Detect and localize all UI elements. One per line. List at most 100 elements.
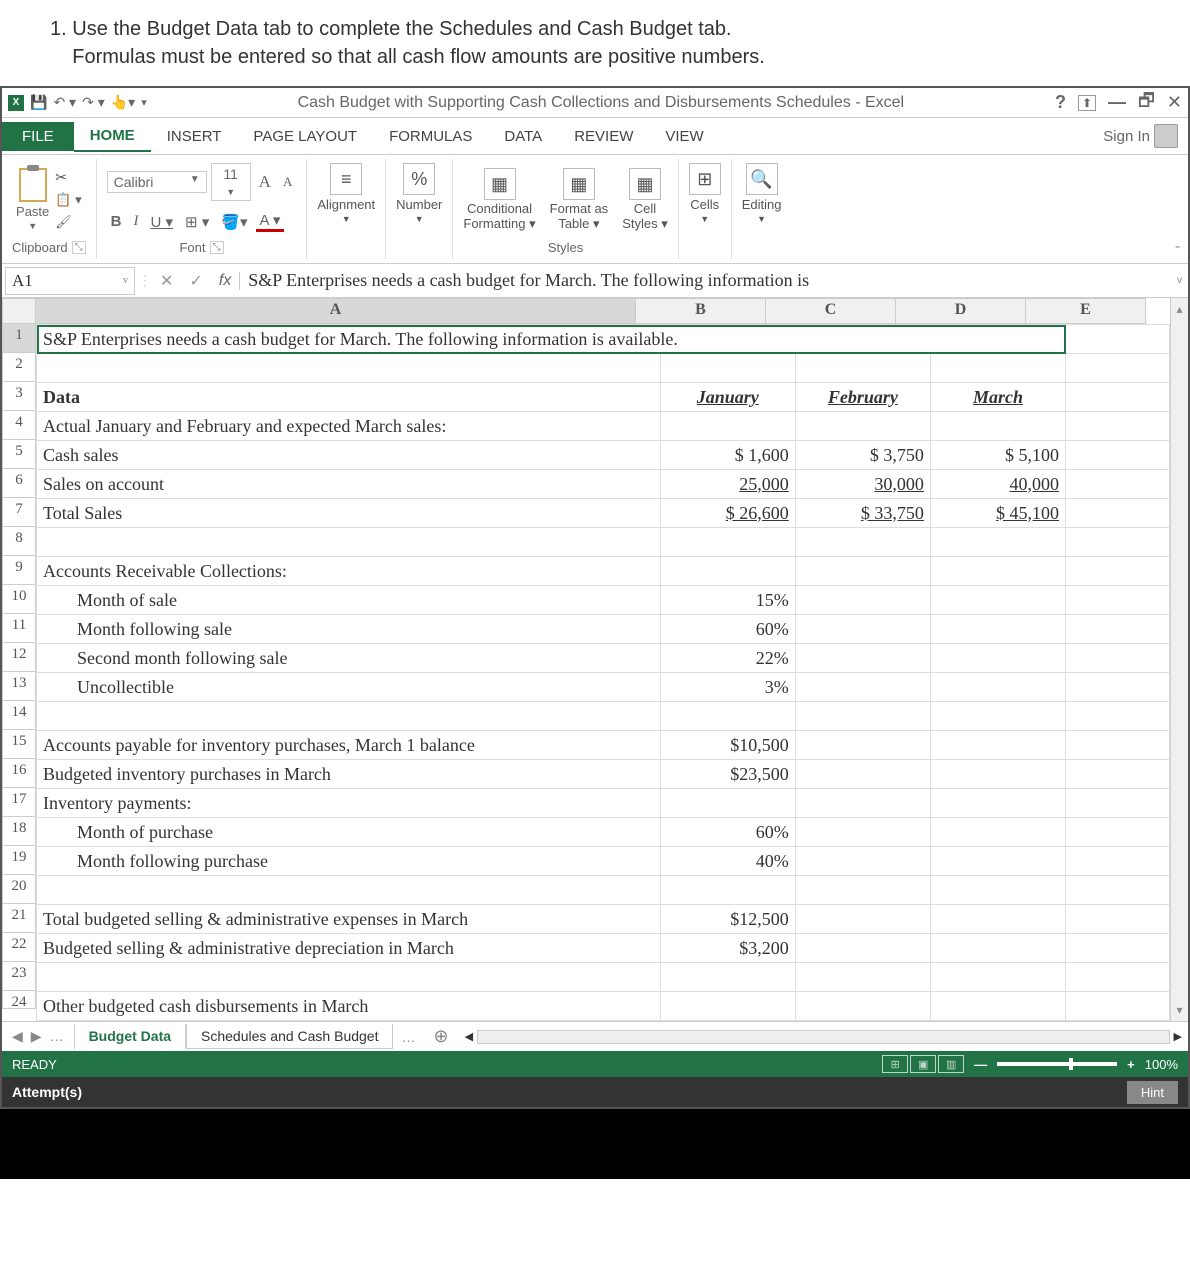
row-header[interactable]: 19 <box>2 846 36 875</box>
cell[interactable] <box>795 615 930 644</box>
cell[interactable] <box>795 354 930 383</box>
cell[interactable]: 60% <box>660 818 795 847</box>
cell[interactable] <box>930 354 1065 383</box>
cell[interactable] <box>1066 702 1170 731</box>
cell[interactable]: Month of sale <box>37 586 661 615</box>
cell[interactable] <box>930 847 1065 876</box>
cell[interactable]: 60% <box>660 615 795 644</box>
cells-grid[interactable]: S&P Enterprises needs a cash budget for … <box>36 324 1170 1021</box>
close-icon[interactable]: ✕ <box>1167 92 1182 113</box>
sign-in[interactable]: Sign In <box>1093 118 1188 154</box>
cell[interactable] <box>660 412 795 441</box>
cancel-formula-icon[interactable]: ✕ <box>152 271 181 291</box>
cell[interactable] <box>795 644 930 673</box>
col-header-B[interactable]: B <box>636 298 766 324</box>
tab-data[interactable]: DATA <box>488 122 558 151</box>
cell[interactable] <box>795 934 930 963</box>
cell[interactable]: Actual January and February and expected… <box>37 412 661 441</box>
enter-formula-icon[interactable]: ✓ <box>181 271 210 291</box>
cell[interactable] <box>1066 528 1170 557</box>
row-header[interactable]: 14 <box>2 701 36 730</box>
sheet-tab-schedules[interactable]: Schedules and Cash Budget <box>186 1024 393 1049</box>
cell[interactable] <box>930 528 1065 557</box>
view-normal-icon[interactable]: ⊞ <box>882 1055 908 1073</box>
cell[interactable]: Inventory payments: <box>37 789 661 818</box>
tab-file[interactable]: FILE <box>2 122 74 151</box>
scroll-down-icon[interactable]: ▾ <box>1176 1003 1182 1017</box>
cell[interactable] <box>1066 992 1170 1021</box>
cut-icon[interactable] <box>55 169 81 186</box>
add-sheet-icon[interactable]: ⊕ <box>423 1026 458 1047</box>
cell[interactable]: Month of purchase <box>37 818 661 847</box>
help-icon[interactable]: ? <box>1055 92 1066 113</box>
cell[interactable] <box>930 644 1065 673</box>
scroll-left-icon[interactable]: ◀ <box>465 1030 473 1043</box>
tab-view[interactable]: VIEW <box>649 122 719 151</box>
cell[interactable] <box>795 702 930 731</box>
cell[interactable] <box>1066 615 1170 644</box>
tab-review[interactable]: REVIEW <box>558 122 649 151</box>
cell[interactable] <box>660 876 795 905</box>
select-all-corner[interactable] <box>2 298 36 324</box>
font-size-select[interactable]: 11 ▼ <box>211 163 251 201</box>
cell[interactable] <box>930 760 1065 789</box>
cell[interactable] <box>930 702 1065 731</box>
cell[interactable]: $ 1,600 <box>660 441 795 470</box>
cell[interactable] <box>795 586 930 615</box>
cell[interactable]: January <box>660 383 795 412</box>
cell[interactable] <box>930 934 1065 963</box>
cell[interactable] <box>930 789 1065 818</box>
cell[interactable] <box>660 963 795 992</box>
row-header[interactable]: 10 <box>2 585 36 614</box>
cell[interactable] <box>1066 499 1170 528</box>
borders-icon[interactable]: ⊞ ▾ <box>181 213 213 231</box>
scroll-right-icon[interactable]: ▶ <box>1174 1030 1182 1043</box>
editing-button[interactable]: 🔍 Editing ▼ <box>742 163 782 224</box>
col-header-A[interactable]: A <box>36 298 636 324</box>
fill-color-icon[interactable]: 🪣▾ <box>217 213 251 231</box>
cell[interactable]: Total budgeted selling & administrative … <box>37 905 661 934</box>
touch-mode-icon[interactable]: 👆▾ <box>111 94 135 111</box>
col-header-D[interactable]: D <box>896 298 1026 324</box>
cell[interactable] <box>1066 760 1170 789</box>
scroll-up-icon[interactable]: ▴ <box>1176 302 1182 316</box>
row-header[interactable]: 12 <box>2 643 36 672</box>
horizontal-scrollbar[interactable]: ◀ ▶ <box>459 1030 1188 1044</box>
format-painter-icon[interactable]: 🖌 <box>55 214 81 230</box>
cell[interactable]: Other budgeted cash disbursements in Mar… <box>37 992 661 1021</box>
cell[interactable] <box>37 963 661 992</box>
cell[interactable] <box>1066 325 1170 354</box>
cell[interactable] <box>37 354 661 383</box>
tab-pagelayout[interactable]: PAGE LAYOUT <box>237 122 373 151</box>
cell[interactable]: Accounts payable for inventory purchases… <box>37 731 661 760</box>
row-header[interactable]: 3 <box>2 382 36 411</box>
cell[interactable] <box>930 963 1065 992</box>
number-button[interactable]: % Number ▼ <box>396 163 442 224</box>
cell[interactable]: $ 5,100 <box>930 441 1065 470</box>
cell[interactable]: Uncollectible <box>37 673 661 702</box>
zoom-out-icon[interactable]: — <box>974 1057 987 1072</box>
row-header[interactable]: 8 <box>2 527 36 556</box>
cell-styles-button[interactable]: ▦ CellStyles ▾ <box>622 168 668 231</box>
row-header[interactable]: 13 <box>2 672 36 701</box>
row-header-1[interactable]: 1 <box>2 324 36 353</box>
cell[interactable] <box>37 876 661 905</box>
cell[interactable]: Total Sales <box>37 499 661 528</box>
cell[interactable]: $12,500 <box>660 905 795 934</box>
cell[interactable] <box>795 557 930 586</box>
cell[interactable] <box>1066 963 1170 992</box>
cell[interactable] <box>930 905 1065 934</box>
cell[interactable] <box>660 789 795 818</box>
tab-nav-more-icon[interactable]: … <box>50 1028 64 1045</box>
row-header[interactable]: 20 <box>2 875 36 904</box>
cell[interactable] <box>930 673 1065 702</box>
cell[interactable] <box>795 760 930 789</box>
cell[interactable] <box>660 528 795 557</box>
fx-icon[interactable]: fx <box>211 272 240 290</box>
cell[interactable] <box>1066 557 1170 586</box>
vertical-scrollbar[interactable]: ▴ ▾ <box>1170 298 1188 1021</box>
clipboard-launcher-icon[interactable]: ⤡ <box>72 241 86 254</box>
cell[interactable] <box>1066 789 1170 818</box>
cell[interactable]: Budgeted selling & administrative deprec… <box>37 934 661 963</box>
cell[interactable]: 15% <box>660 586 795 615</box>
